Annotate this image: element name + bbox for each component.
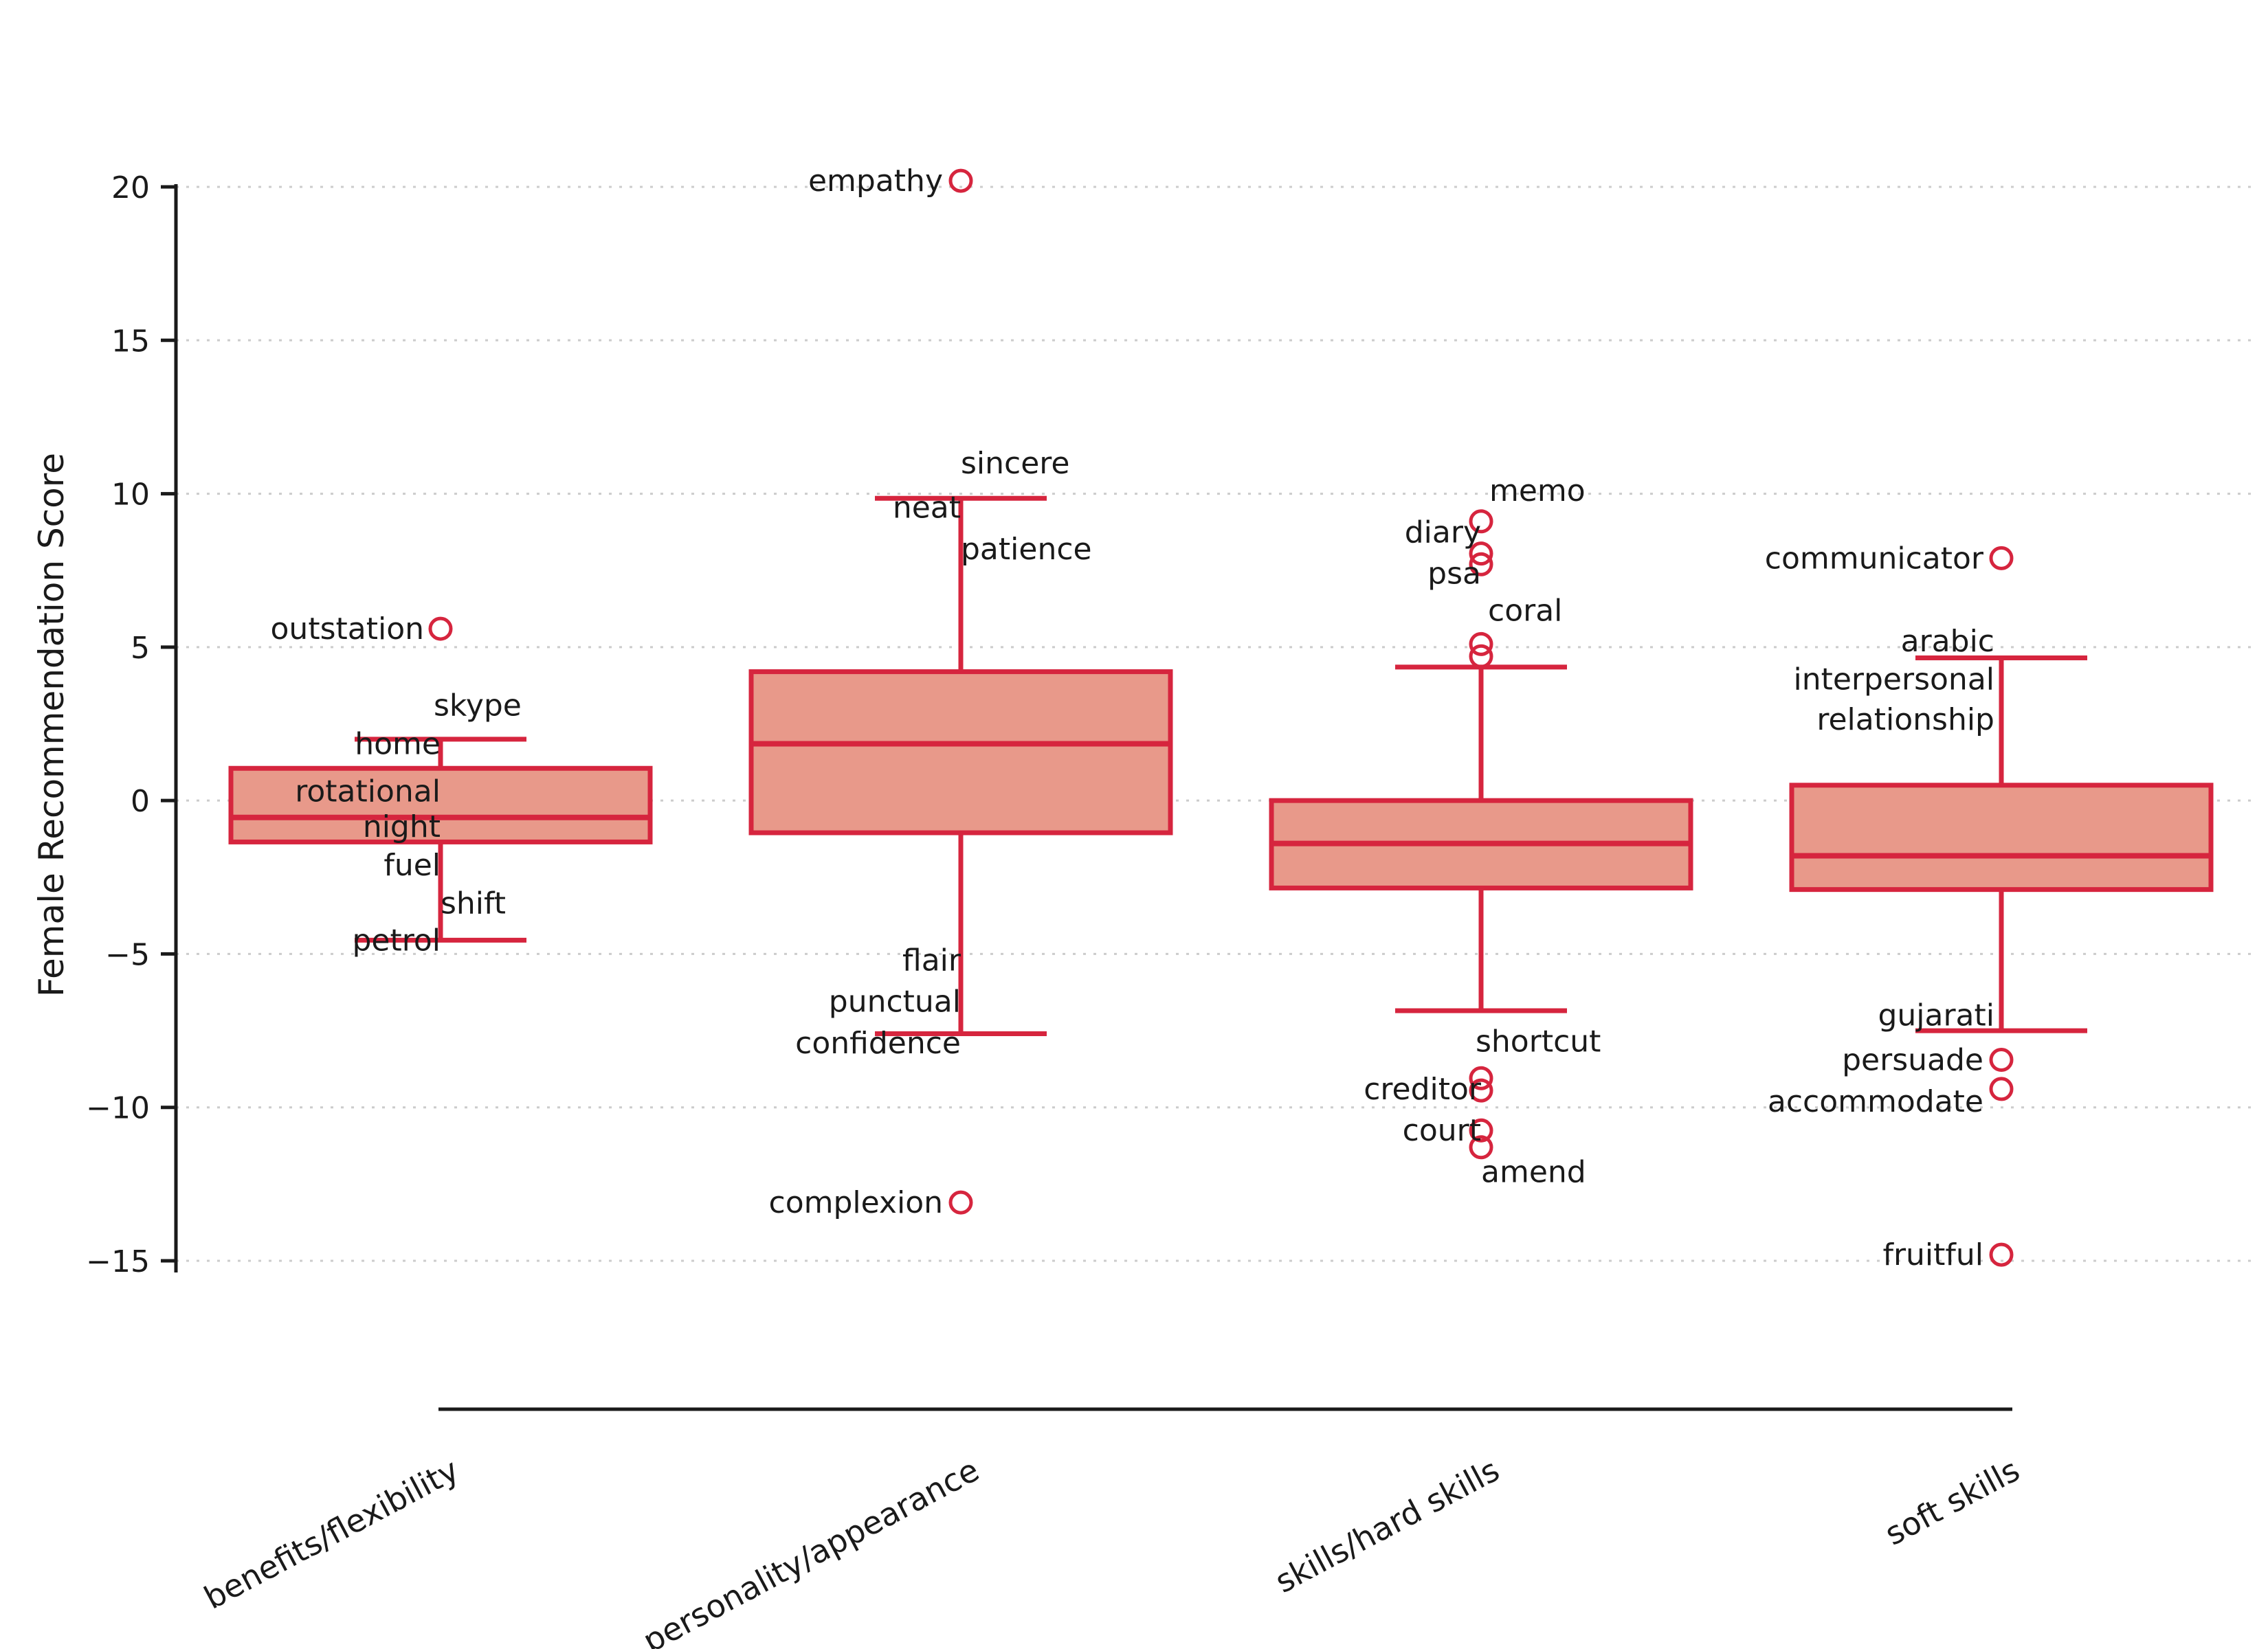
y-tick-label: 10 <box>111 478 150 513</box>
box <box>748 669 1173 835</box>
annotation-confidence: confidence <box>795 1026 961 1061</box>
annotation-punctual: punctual <box>829 985 961 1020</box>
outlier-point <box>948 1190 973 1215</box>
outlier-point <box>428 616 453 641</box>
annotation-complexion: complexion <box>769 1185 944 1220</box>
annotation-patience: patience <box>961 532 1092 567</box>
annotation-shortcut: shortcut <box>1476 1024 1601 1059</box>
annotation-psa: psa <box>1427 557 1481 592</box>
x-category-label: skills/hard skills <box>1269 1451 1505 1600</box>
annotation-coral: coral <box>1488 593 1562 628</box>
annotation-skype: skype <box>434 688 522 723</box>
outlier-point <box>1469 1118 1493 1143</box>
annotation-communicator: communicator <box>1765 541 1984 576</box>
outlier-point <box>1469 552 1493 576</box>
annotation-creditor: creditor <box>1364 1072 1482 1107</box>
outlier-point <box>1989 1077 2014 1101</box>
x-category-label: personality/appearance <box>637 1451 986 1649</box>
y-tick-label: −5 <box>105 937 150 972</box>
annotation-persuade: persuade <box>1842 1042 1983 1077</box>
y-tick-label: 20 <box>111 170 150 205</box>
annotation-memo: memo <box>1489 473 1586 508</box>
outlier-point <box>948 168 973 193</box>
annotation-flair: flair <box>902 943 961 978</box>
annotation-interpersonal: interpersonal <box>1793 662 1994 697</box>
box <box>228 765 653 844</box>
outlier-point <box>1469 631 1493 656</box>
annotation-empathy: empathy <box>808 164 943 199</box>
outlier-point <box>1989 1242 2014 1267</box>
annotation-gujarati: gujarati <box>1878 998 1994 1033</box>
y-tick-label: 0 <box>131 784 150 819</box>
outlier-point <box>1469 1135 1493 1160</box>
annotation-diary: diary <box>1405 515 1481 550</box>
annotation-amend: amend <box>1481 1154 1586 1189</box>
annotation-arabic: arabic <box>1901 624 1994 659</box>
y-axis-label: Female Recommendation Score <box>32 453 71 997</box>
annotation-night: night <box>363 809 441 844</box>
annotation-outstation: outstation <box>271 612 424 647</box>
annotation-court: court <box>1403 1113 1481 1148</box>
annotation-fruitful: fruitful <box>1882 1237 1983 1272</box>
x-category-label: soft skills <box>1879 1451 2025 1553</box>
y-tick-label: 15 <box>111 324 150 359</box>
annotation-sincere: sincere <box>961 446 1070 481</box>
y-tick-label: −15 <box>86 1244 150 1279</box>
box <box>1789 783 2214 893</box>
outlier-point <box>1469 1066 1493 1090</box>
y-tick-label: 5 <box>131 631 150 666</box>
annotation-relationship: relationship <box>1816 702 1994 737</box>
annotation-neat: neat <box>893 491 961 526</box>
annotation-fuel: fuel <box>383 848 441 883</box>
outlier-point <box>1989 1047 2014 1072</box>
outlier-point <box>1989 546 2014 570</box>
outlier-point <box>1469 541 1493 566</box>
x-category-label: benefits/flexibility <box>198 1451 465 1616</box>
annotation-accommodate: accommodate <box>1768 1084 1983 1119</box>
annotation-shift: shift <box>441 886 506 921</box>
outlier-point <box>1469 1078 1493 1103</box>
annotation-home: home <box>355 727 441 762</box>
annotation-petrol: petrol <box>352 923 441 958</box>
annotation-rotational: rotational <box>295 774 441 809</box>
outlier-point <box>1469 509 1493 534</box>
outlier-point <box>1469 644 1493 669</box>
y-tick-label: −10 <box>86 1091 150 1126</box>
